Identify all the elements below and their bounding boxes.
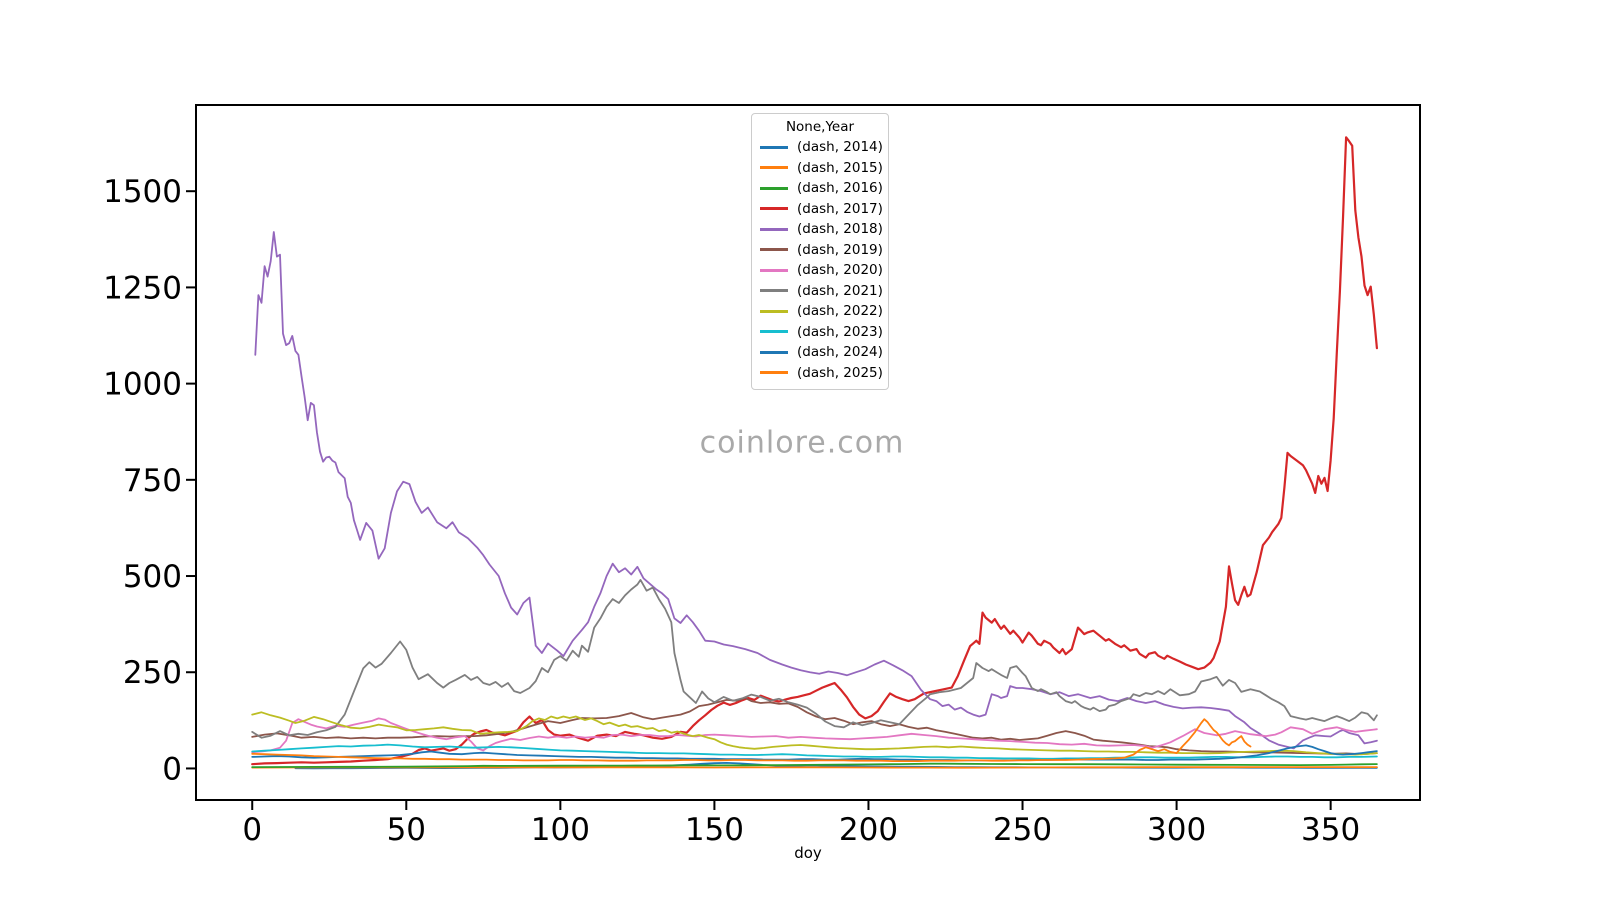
y-tick-label: 1250 bbox=[103, 270, 182, 306]
y-tick-label: 1500 bbox=[103, 174, 182, 210]
y-tick-label: 500 bbox=[123, 559, 182, 595]
legend-entry: (dash, 2022) bbox=[758, 301, 883, 322]
legend-entry: (dash, 2016) bbox=[758, 178, 883, 199]
series-line-2015 bbox=[251, 766, 1378, 769]
legend-entry-label: (dash, 2021) bbox=[797, 282, 883, 299]
legend-entries: (dash, 2014) (dash, 2015) (dash, 2016) (das… bbox=[758, 137, 883, 384]
legend-entry: (dash, 2025) bbox=[758, 363, 883, 384]
x-axis: 0 50 100 150 200 250 300 350 bbox=[242, 800, 1360, 848]
legend-entry: (dash, 2020) bbox=[758, 260, 883, 281]
y-axis: 0 250 500 750 1000 1250 1500 bbox=[103, 174, 196, 787]
legend-swatch bbox=[760, 227, 788, 231]
legend-entry-label: (dash, 2025) bbox=[797, 364, 883, 381]
legend-entry-label: (dash, 2016) bbox=[797, 180, 883, 197]
y-tick-label: 250 bbox=[123, 655, 182, 691]
x-tick-label: 250 bbox=[993, 812, 1052, 848]
series-line-2018 bbox=[254, 231, 1378, 750]
series-line-2023 bbox=[251, 743, 1378, 760]
legend-entry-label: (dash, 2014) bbox=[797, 139, 883, 156]
legend: None,Year (dash, 2014) (dash, 2015) (dash,… bbox=[751, 113, 889, 390]
y-tick-label: 0 bbox=[162, 751, 182, 787]
legend-entry: (dash, 2021) bbox=[758, 281, 883, 302]
legend-entry-label: (dash, 2015) bbox=[797, 159, 883, 176]
legend-entry: (dash, 2017) bbox=[758, 199, 883, 220]
x-axis-label: doy bbox=[794, 844, 822, 862]
series-line-2024 bbox=[251, 744, 1378, 762]
legend-swatch bbox=[760, 145, 788, 149]
y-tick-label: 750 bbox=[123, 463, 182, 499]
legend-entry-label: (dash, 2024) bbox=[797, 344, 883, 361]
legend-swatch bbox=[760, 309, 788, 313]
watermark: coinlore.com bbox=[699, 425, 905, 461]
series-line-2025 bbox=[251, 718, 1252, 762]
x-tick-label: 100 bbox=[531, 812, 590, 848]
legend-swatch bbox=[760, 289, 788, 293]
legend-swatch bbox=[760, 268, 788, 272]
legend-swatch bbox=[760, 166, 788, 170]
legend-entry-label: (dash, 2018) bbox=[797, 221, 883, 238]
x-tick-label: 350 bbox=[1301, 812, 1360, 848]
x-tick-label: 150 bbox=[685, 812, 744, 848]
legend-swatch bbox=[760, 371, 788, 375]
x-tick-label: 50 bbox=[387, 812, 426, 848]
legend-entry: (dash, 2019) bbox=[758, 240, 883, 261]
legend-swatch bbox=[760, 207, 788, 211]
legend-swatch bbox=[760, 248, 788, 252]
x-tick-label: 300 bbox=[1147, 812, 1206, 848]
legend-entry-label: (dash, 2017) bbox=[797, 200, 883, 217]
legend-entry-label: (dash, 2022) bbox=[797, 303, 883, 320]
legend-entry-label: (dash, 2020) bbox=[797, 262, 883, 279]
x-tick-label: 200 bbox=[839, 812, 898, 848]
legend-swatch bbox=[760, 330, 788, 334]
legend-swatch bbox=[760, 186, 788, 190]
legend-entry: (dash, 2015) bbox=[758, 158, 883, 179]
y-tick-label: 1000 bbox=[103, 367, 182, 403]
legend-entry-label: (dash, 2019) bbox=[797, 241, 883, 258]
x-tick-label: 0 bbox=[242, 812, 262, 848]
legend-entry-label: (dash, 2023) bbox=[797, 323, 883, 340]
legend-entry: (dash, 2024) bbox=[758, 342, 883, 363]
plot-frame bbox=[195, 104, 1421, 801]
legend-swatch bbox=[760, 350, 788, 354]
series-line-2017 bbox=[251, 136, 1379, 766]
series-line-2021 bbox=[251, 579, 1378, 739]
legend-entry: (dash, 2014) bbox=[758, 137, 883, 158]
legend-entry: (dash, 2018) bbox=[758, 219, 883, 240]
series-line-2020 bbox=[251, 717, 1378, 754]
series-line-2016 bbox=[251, 762, 1378, 768]
legend-title: None,Year bbox=[785, 119, 855, 135]
legend-entry: (dash, 2023) bbox=[758, 322, 883, 343]
